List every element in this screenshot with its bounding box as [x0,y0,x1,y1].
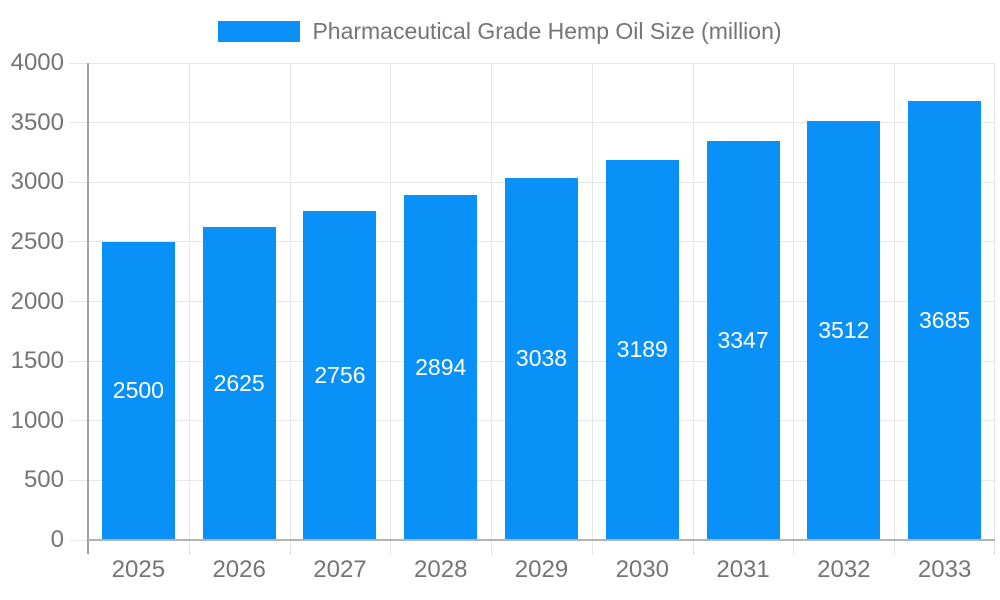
x-tick-mark [289,541,291,555]
bar-value-label: 2894 [415,353,467,380]
y-tick-mark [69,539,87,541]
x-tick-mark [188,541,190,555]
bar-value-label: 2756 [314,362,366,389]
x-tick-mark [591,541,593,555]
x-grid-line [994,63,995,540]
bar-2028[interactable]: 2894 [404,194,478,540]
y-tick-mark [69,479,87,481]
x-tick-label: 2027 [313,556,367,583]
bar-2027[interactable]: 2756 [303,211,377,540]
y-tick-mark [69,301,87,302]
bar-2025[interactable]: 2500 [101,241,175,540]
legend-label: Pharmaceutical Grade Hemp Oil Size (mill… [312,18,782,44]
y-tick-mark [69,420,87,422]
y-tick-label: 3000 [10,168,64,196]
legend[interactable]: Pharmaceutical Grade Hemp Oil Size (mill… [0,18,1000,45]
x-tick-label: 2029 [514,556,569,583]
bar-2032[interactable]: 3512 [807,121,881,540]
legend-swatch-icon [218,21,301,42]
bar-value-label: 3685 [919,306,971,333]
y-tick-mark [69,62,87,64]
x-tick-mark [793,541,795,555]
y-tick-label: 1000 [10,406,64,434]
y-tick-mark [69,122,87,124]
bar-value-label: 3189 [616,336,668,363]
y-tick-label: 2500 [10,227,64,255]
bar-2030[interactable]: 3189 [605,159,679,540]
y-grid-line [88,122,995,124]
x-tick-label: 2028 [414,556,468,583]
x-grid-line [188,63,190,540]
bar-value-label: 3038 [515,345,568,372]
bar-2031[interactable]: 3347 [706,140,780,540]
y-tick-mark [69,360,87,362]
bar-2033[interactable]: 3685 [908,100,982,540]
bar-2029[interactable]: 3038 [505,177,578,540]
x-grid-line [793,63,795,540]
y-tick-mark [69,241,87,243]
x-grid-line [390,63,392,540]
x-tick-mark [692,541,694,555]
x-tick-label: 2026 [212,556,266,583]
x-tick-mark [390,541,392,555]
y-grid-line [88,62,995,64]
y-tick-label: 3500 [10,108,64,136]
x-tick-label: 2031 [716,556,770,583]
bar-2026[interactable]: 2625 [202,226,276,540]
y-tick-label: 2000 [10,287,64,315]
bar-value-label: 3512 [818,317,870,344]
x-tick-label: 2032 [817,556,871,583]
plot-area: 0 500 1000 1500 2000 2500 3000 3500 4000 2500 2025… [11,51,995,582]
bar-value-label: 2500 [112,377,164,404]
y-tick-label: 4000 [10,49,64,76]
y-tick-mark [69,181,87,183]
x-tick-mark [894,541,896,555]
x-tick-label: 2025 [111,556,166,583]
x-grid-line [894,63,896,540]
bar-value-label: 3347 [717,326,769,353]
y-tick-label: 0 [50,526,64,553]
y-tick-label: 500 [23,466,64,494]
y-axis-line [87,63,89,554]
y-tick-label: 1500 [10,347,64,375]
x-grid-line [289,63,291,540]
x-tick-mark [994,541,995,555]
x-axis-line [88,539,995,541]
x-tick-mark [491,541,493,555]
bar-value-label: 2625 [213,369,265,396]
x-tick-label: 2033 [917,556,972,583]
x-grid-line [692,63,694,540]
x-tick-label: 2030 [615,556,669,583]
x-grid-line [491,63,493,540]
x-grid-line [591,63,593,540]
